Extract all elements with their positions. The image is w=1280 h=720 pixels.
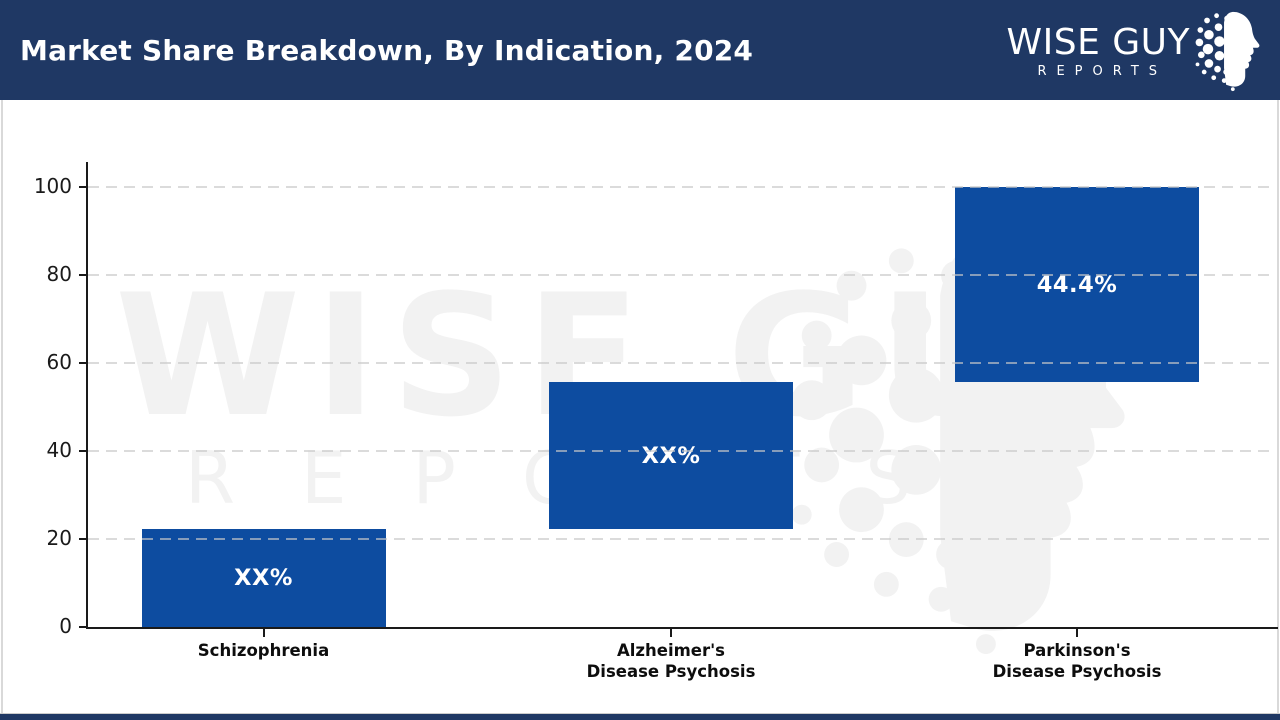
footer-divider xyxy=(0,713,1280,714)
y-tick-80 xyxy=(79,274,87,276)
y-tick-100 xyxy=(79,186,87,188)
bar-1: XX% xyxy=(141,529,386,627)
category-label-line: Schizophrenia xyxy=(197,641,330,660)
y-axis-spine xyxy=(86,162,88,629)
gridline-100 xyxy=(88,186,1276,188)
category-label-line: Disease Psychosis xyxy=(992,662,1162,681)
y-tick-20 xyxy=(79,538,87,540)
y-tick-label-40: 40 xyxy=(46,438,72,462)
brand-logo: WISE GUY REPORTS xyxy=(1007,6,1267,96)
y-tick-label-20: 20 xyxy=(46,526,72,550)
bar-3: 44.4% xyxy=(955,187,1199,383)
category-label-line: Parkinson's xyxy=(1023,641,1131,660)
y-tick-label-60: 60 xyxy=(46,350,72,374)
x-tick-2 xyxy=(670,629,672,637)
gridline-40 xyxy=(88,450,1276,452)
category-label-3: Parkinson's Disease Psychosis xyxy=(917,640,1237,682)
category-label-2: Alzheimer's Disease Psychosis xyxy=(511,640,831,682)
bar-value-label-2: XX% xyxy=(641,442,701,469)
y-tick-label-100: 100 xyxy=(33,174,72,198)
bar-value-label-1: XX% xyxy=(234,565,293,592)
brand-reports-text: REPORTS xyxy=(1037,63,1168,79)
y-tick-label-80: 80 xyxy=(46,262,72,286)
category-label-line: Disease Psychosis xyxy=(586,662,756,681)
y-tick-60 xyxy=(79,362,87,364)
chart-title: Market Share Breakdown, By Indication, 2… xyxy=(20,34,754,67)
gridline-80 xyxy=(88,274,1276,276)
gridline-20 xyxy=(88,538,1276,540)
footer-bar xyxy=(0,714,1280,720)
x-tick-3 xyxy=(1076,629,1078,637)
category-label-1: Schizophrenia xyxy=(104,640,424,661)
brand-wordmark: WISE GUY xyxy=(1006,21,1190,63)
bar-2: XX% xyxy=(549,382,793,530)
x-axis-spine xyxy=(86,627,1278,629)
y-tick-40 xyxy=(79,450,87,452)
brand-logo-text: WISE GUY REPORTS xyxy=(1006,21,1191,79)
figure-border-right xyxy=(1277,100,1279,714)
y-tick-label-0: 0 xyxy=(59,614,72,638)
gridline-60 xyxy=(88,362,1276,364)
x-tick-1 xyxy=(262,629,265,637)
header-bar: Market Share Breakdown, By Indication, 2… xyxy=(0,0,1280,100)
category-label-line: Alzheimer's xyxy=(616,641,725,660)
figure-border-left xyxy=(1,100,3,714)
y-tick-0 xyxy=(79,626,87,628)
